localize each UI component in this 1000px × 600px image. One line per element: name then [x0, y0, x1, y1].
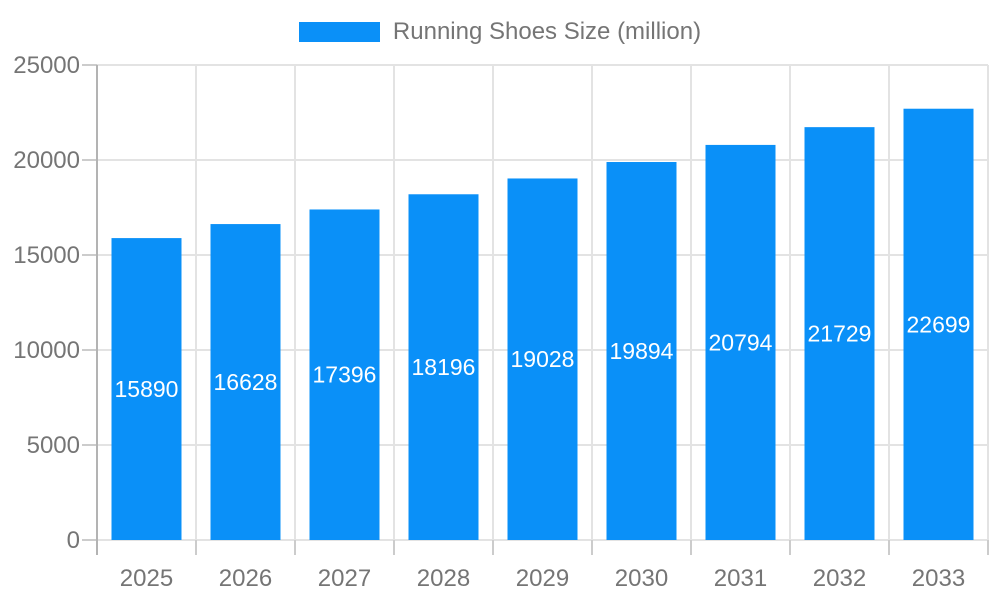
bar-value-label: 19028: [511, 346, 575, 372]
bar-value-label: 21729: [808, 321, 872, 347]
y-tick-label: 5000: [27, 432, 80, 459]
y-tick-label: 20000: [13, 147, 80, 174]
bar[interactable]: [309, 209, 380, 540]
legend-item[interactable]: Running Shoes Size (million): [298, 18, 702, 46]
x-tick-label: 2029: [516, 565, 569, 592]
x-tick-label: 2027: [318, 565, 371, 592]
bar[interactable]: [705, 144, 776, 540]
x-tick-label: 2025: [120, 565, 173, 592]
x-tick-label: 2033: [912, 565, 965, 592]
bar[interactable]: [903, 108, 974, 541]
legend: Running Shoes Size (million): [0, 18, 1000, 46]
bar-value-label: 20794: [709, 329, 773, 355]
bar[interactable]: [804, 127, 875, 541]
legend-swatch: [298, 22, 380, 42]
bar-value-label: 15890: [115, 376, 179, 402]
x-tick-label: 2031: [714, 565, 767, 592]
x-tick-label: 2032: [813, 565, 866, 592]
bar[interactable]: [507, 178, 578, 540]
x-tick-label: 2028: [417, 565, 470, 592]
bar-value-label: 22699: [907, 311, 971, 337]
bar-value-label: 19894: [610, 338, 674, 364]
bar[interactable]: [210, 224, 281, 540]
y-tick-label: 25000: [13, 52, 80, 79]
bar-value-label: 17396: [313, 362, 377, 388]
bar[interactable]: [408, 194, 479, 540]
bar[interactable]: [606, 162, 677, 540]
x-tick-label: 2030: [615, 565, 668, 592]
y-tick-label: 0: [67, 527, 80, 554]
y-tick-label: 15000: [13, 242, 80, 269]
x-tick-label: 2026: [219, 565, 272, 592]
legend-label: Running Shoes Size (million): [392, 18, 702, 45]
bar-value-label: 18196: [412, 354, 476, 380]
y-tick-label: 10000: [13, 337, 80, 364]
bar[interactable]: [111, 238, 182, 540]
bar-value-label: 16628: [214, 369, 278, 395]
